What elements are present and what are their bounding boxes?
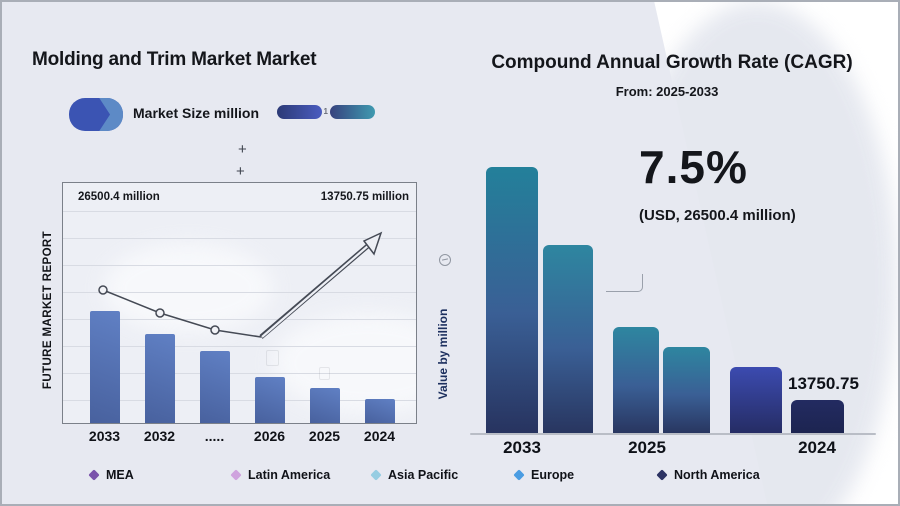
legend-item-europe: Europe xyxy=(513,468,575,482)
right-bar xyxy=(663,347,710,434)
diamond-marker xyxy=(656,469,668,481)
cagr-usd-detail: (USD, 26500.4 million) xyxy=(639,207,796,224)
region-legend: MEA Latin America Asia Pacific Europe North … xyxy=(2,468,898,488)
legend-item-north-america: North America xyxy=(656,468,760,482)
ratio-pill-dark xyxy=(277,105,322,119)
left-x-label: ..... xyxy=(204,428,225,444)
left-bar-chart: 26500.4 million 13750.75 million xyxy=(62,182,417,424)
plus-mark-top: + xyxy=(238,141,247,158)
market-size-legend-label: Market Size million xyxy=(133,105,260,121)
right-bar xyxy=(543,245,593,434)
diamond-marker xyxy=(88,469,100,481)
left-x-label: 2025 xyxy=(308,428,341,444)
right-bar xyxy=(791,400,844,434)
left-bar-2024 xyxy=(365,399,395,423)
left-bar-..... xyxy=(200,351,230,423)
left-bar-2033 xyxy=(90,311,120,423)
gridline xyxy=(63,211,416,212)
trend-line-and-arrow xyxy=(98,231,383,339)
value-axis-label: Value by million xyxy=(436,308,450,400)
gridline xyxy=(63,346,416,347)
left-bar-2032 xyxy=(145,334,175,423)
diamond-marker xyxy=(230,469,242,481)
cagr-percentage: 7.5% xyxy=(639,141,748,193)
diamond-marker xyxy=(513,469,525,481)
right-x-label: 2025 xyxy=(628,438,666,457)
legend-item-mea: MEA xyxy=(88,468,134,482)
cagr-title: Compound Annual Growth Rate (CAGR) xyxy=(491,52,853,73)
legend-item-asia-pacific: Asia Pacific xyxy=(370,468,459,482)
future-market-report-watermark: FUTURE MARKET REPORT xyxy=(42,230,54,390)
right-bar xyxy=(486,167,538,434)
left-x-axis-labels: 2033 2032..... 2026 2025 2024 xyxy=(62,428,417,444)
legend-label: Latin America xyxy=(248,468,331,482)
gridline xyxy=(63,400,416,401)
end-value-annotation: 13750.75 million xyxy=(320,191,409,203)
left-bar-2025 xyxy=(310,388,340,423)
left-bar-2026 xyxy=(255,377,285,423)
right-bar-annotation: 13750.75 xyxy=(788,374,859,393)
minus-circle-icon xyxy=(439,254,451,266)
cagr-subtitle: From: 2025-2033 xyxy=(615,84,719,99)
ghost-document-icon xyxy=(319,367,330,380)
legend-label: North America xyxy=(674,468,760,482)
start-value-annotation: 26500.4 million xyxy=(78,191,160,203)
right-chart-baseline xyxy=(470,433,876,435)
left-x-label: 2032 xyxy=(143,428,176,444)
legend-label: MEA xyxy=(106,468,134,482)
legend-label: Asia Pacific xyxy=(388,468,459,482)
cylinder-icon xyxy=(69,98,123,131)
ratio-pill-teal xyxy=(330,105,375,119)
cloud-watermark xyxy=(273,313,416,413)
gridline xyxy=(63,373,416,374)
gridline xyxy=(63,319,416,320)
right-x-label: 2024 xyxy=(798,438,836,457)
right-bar xyxy=(730,367,782,434)
gridline xyxy=(63,238,416,239)
left-x-label: 2026 xyxy=(253,428,286,444)
plus-mark-bottom: + xyxy=(236,163,245,180)
cloud-watermark xyxy=(103,243,273,333)
left-x-label: 2033 xyxy=(88,428,121,444)
right-x-label: 2033 xyxy=(503,438,541,457)
right-bar xyxy=(613,327,659,434)
ratio-separator: 1 xyxy=(323,107,328,116)
legend-item-latin-america: Latin America xyxy=(230,468,331,482)
diamond-marker xyxy=(370,469,382,481)
legend-label: Europe xyxy=(531,468,575,482)
left-x-label: 2024 xyxy=(363,428,396,444)
ghost-document-icon xyxy=(266,350,279,366)
cylinder-icon-highlight xyxy=(99,98,123,131)
left-chart-title: Molding and Trim Market Market xyxy=(32,49,317,70)
gridline xyxy=(63,292,416,293)
gridline xyxy=(63,265,416,266)
step-bracket-decoration xyxy=(606,274,643,292)
